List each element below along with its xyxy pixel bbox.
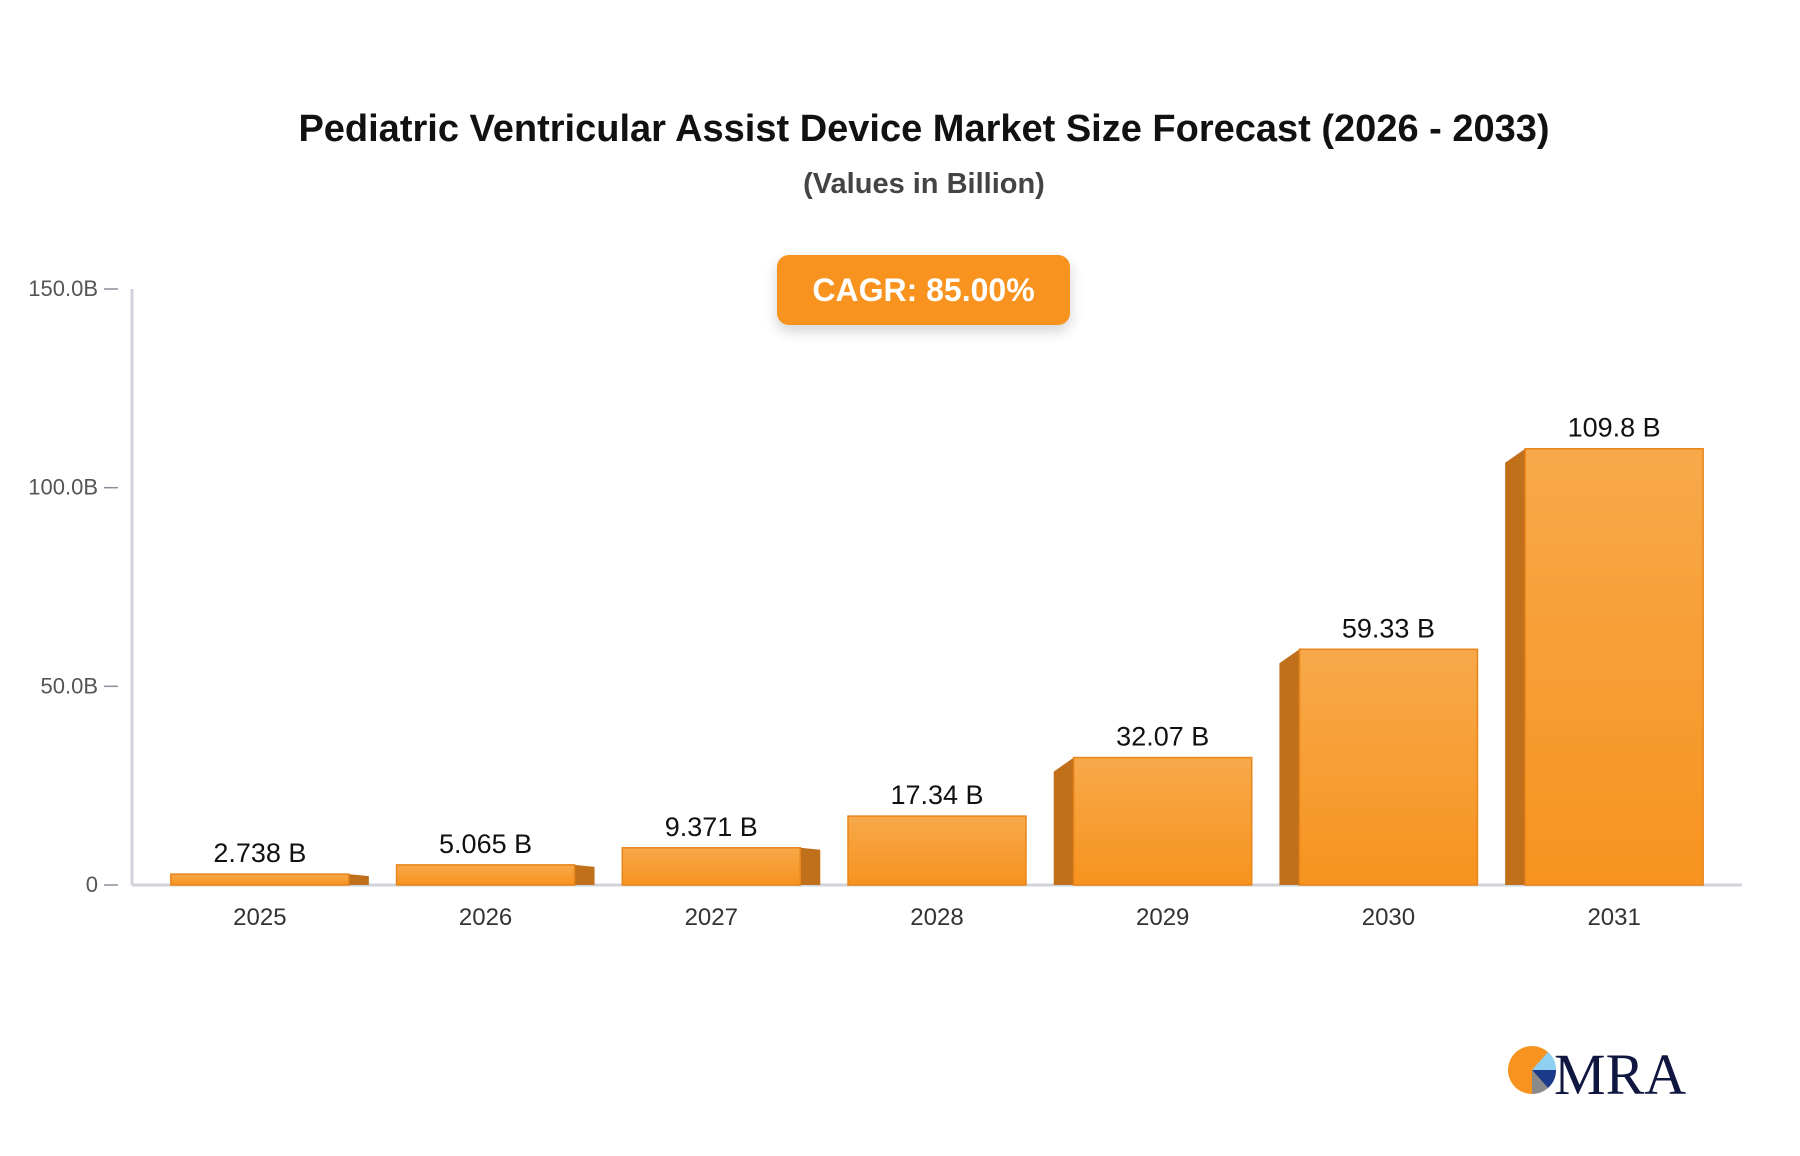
y-tick-label: 100.0B [28,475,98,500]
svg-text:MRA: MRA [1554,1042,1686,1102]
data-label: 32.07 B [1116,722,1209,752]
bar-2025 [170,873,350,886]
x-tick-label: 2025 [233,904,286,931]
chart-title: Pediatric Ventricular Assist Device Mark… [298,108,1550,150]
bar-side [348,874,369,885]
data-label: 5.065 B [439,829,532,859]
bar-2027 [621,847,802,886]
mra-logo: MRA [1500,1036,1700,1102]
y-tick-label: 150.0B [28,276,98,301]
bar-2031 [1524,447,1704,886]
x-tick-label: 2029 [1136,904,1189,931]
bar-2026 [395,864,576,886]
data-label: 9.371 B [665,812,758,842]
data-label: 17.34 B [890,780,983,810]
x-tick-label: 2030 [1362,904,1415,931]
data-label: 59.33 B [1342,613,1435,643]
bar-side [1279,649,1300,885]
pie-logo-icon: MRA [1508,1042,1686,1102]
bar-side [574,864,595,885]
bar-side [1505,448,1526,885]
data-label: 109.8 B [1568,413,1661,443]
chart-subtitle: (Values in Billion) [803,168,1045,200]
bar-2030 [1298,648,1479,886]
y-tick-label: 0 [86,872,98,897]
bar-side [800,847,821,885]
bar-side [1053,757,1074,885]
bar-2028 [847,815,1027,886]
cagr-badge: CAGR: 85.00% [777,255,1070,325]
x-tick-label: 2031 [1587,904,1640,931]
data-label: 2.738 B [213,838,306,868]
x-tick-label: 2026 [459,904,512,931]
y-tick-label: 50.0B [41,673,99,698]
x-tick-label: 2028 [910,904,963,931]
x-tick-label: 2027 [685,904,738,931]
bar-2029 [1072,756,1253,886]
